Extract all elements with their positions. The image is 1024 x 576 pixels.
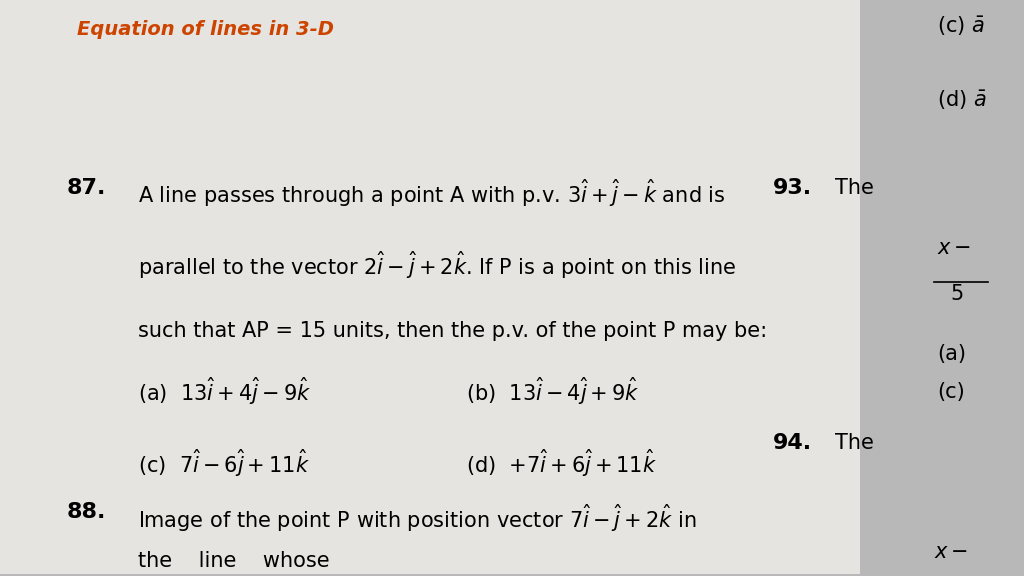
Text: (c): (c) bbox=[937, 381, 965, 401]
Text: Equation of lines in 3-D: Equation of lines in 3-D bbox=[77, 20, 334, 39]
Text: parallel to the vector $2\hat{i}-\hat{j}+2\hat{k}$. If P is a point on this line: parallel to the vector $2\hat{i}-\hat{j}… bbox=[138, 249, 736, 281]
Text: 94.: 94. bbox=[773, 433, 812, 453]
Text: (a): (a) bbox=[937, 344, 966, 364]
Text: the    line    whose: the line whose bbox=[138, 551, 330, 571]
Text: A line passes through a point A with p.v. $3\hat{i}+\hat{j}-\hat{k}$ and is: A line passes through a point A with p.v… bbox=[138, 178, 726, 210]
Text: (d) $\bar{a}$: (d) $\bar{a}$ bbox=[937, 89, 986, 112]
Text: $x-$: $x-$ bbox=[934, 542, 968, 562]
Text: 5: 5 bbox=[951, 284, 964, 304]
Text: $x-$: $x-$ bbox=[937, 238, 971, 258]
Text: 88.: 88. bbox=[67, 502, 105, 522]
FancyBboxPatch shape bbox=[0, 0, 860, 574]
Text: (d)  $+7\hat{i}+6\hat{j}+11\hat{k}$: (d) $+7\hat{i}+6\hat{j}+11\hat{k}$ bbox=[466, 448, 657, 479]
Text: (c) $\bar{a}$: (c) $\bar{a}$ bbox=[937, 14, 985, 37]
Text: 93.: 93. bbox=[773, 178, 812, 198]
Text: 87.: 87. bbox=[67, 178, 105, 198]
Text: (b)  $13\hat{i}-4\hat{j}+9\hat{k}$: (b) $13\hat{i}-4\hat{j}+9\hat{k}$ bbox=[466, 376, 639, 407]
Text: (a)  $13\hat{i}+4\hat{j}-9\hat{k}$: (a) $13\hat{i}+4\hat{j}-9\hat{k}$ bbox=[138, 376, 311, 407]
Text: (c)  $7\hat{i}-6\hat{j}+11\hat{k}$: (c) $7\hat{i}-6\hat{j}+11\hat{k}$ bbox=[138, 448, 310, 479]
Text: The: The bbox=[835, 178, 873, 198]
Text: such that AP = 15 units, then the p.v. of the point P may be:: such that AP = 15 units, then the p.v. o… bbox=[138, 321, 767, 342]
Text: The: The bbox=[835, 433, 873, 453]
Text: Image of the point P with position vector $7\hat{i}-\hat{j}+2\hat{k}$ in: Image of the point P with position vecto… bbox=[138, 502, 696, 533]
